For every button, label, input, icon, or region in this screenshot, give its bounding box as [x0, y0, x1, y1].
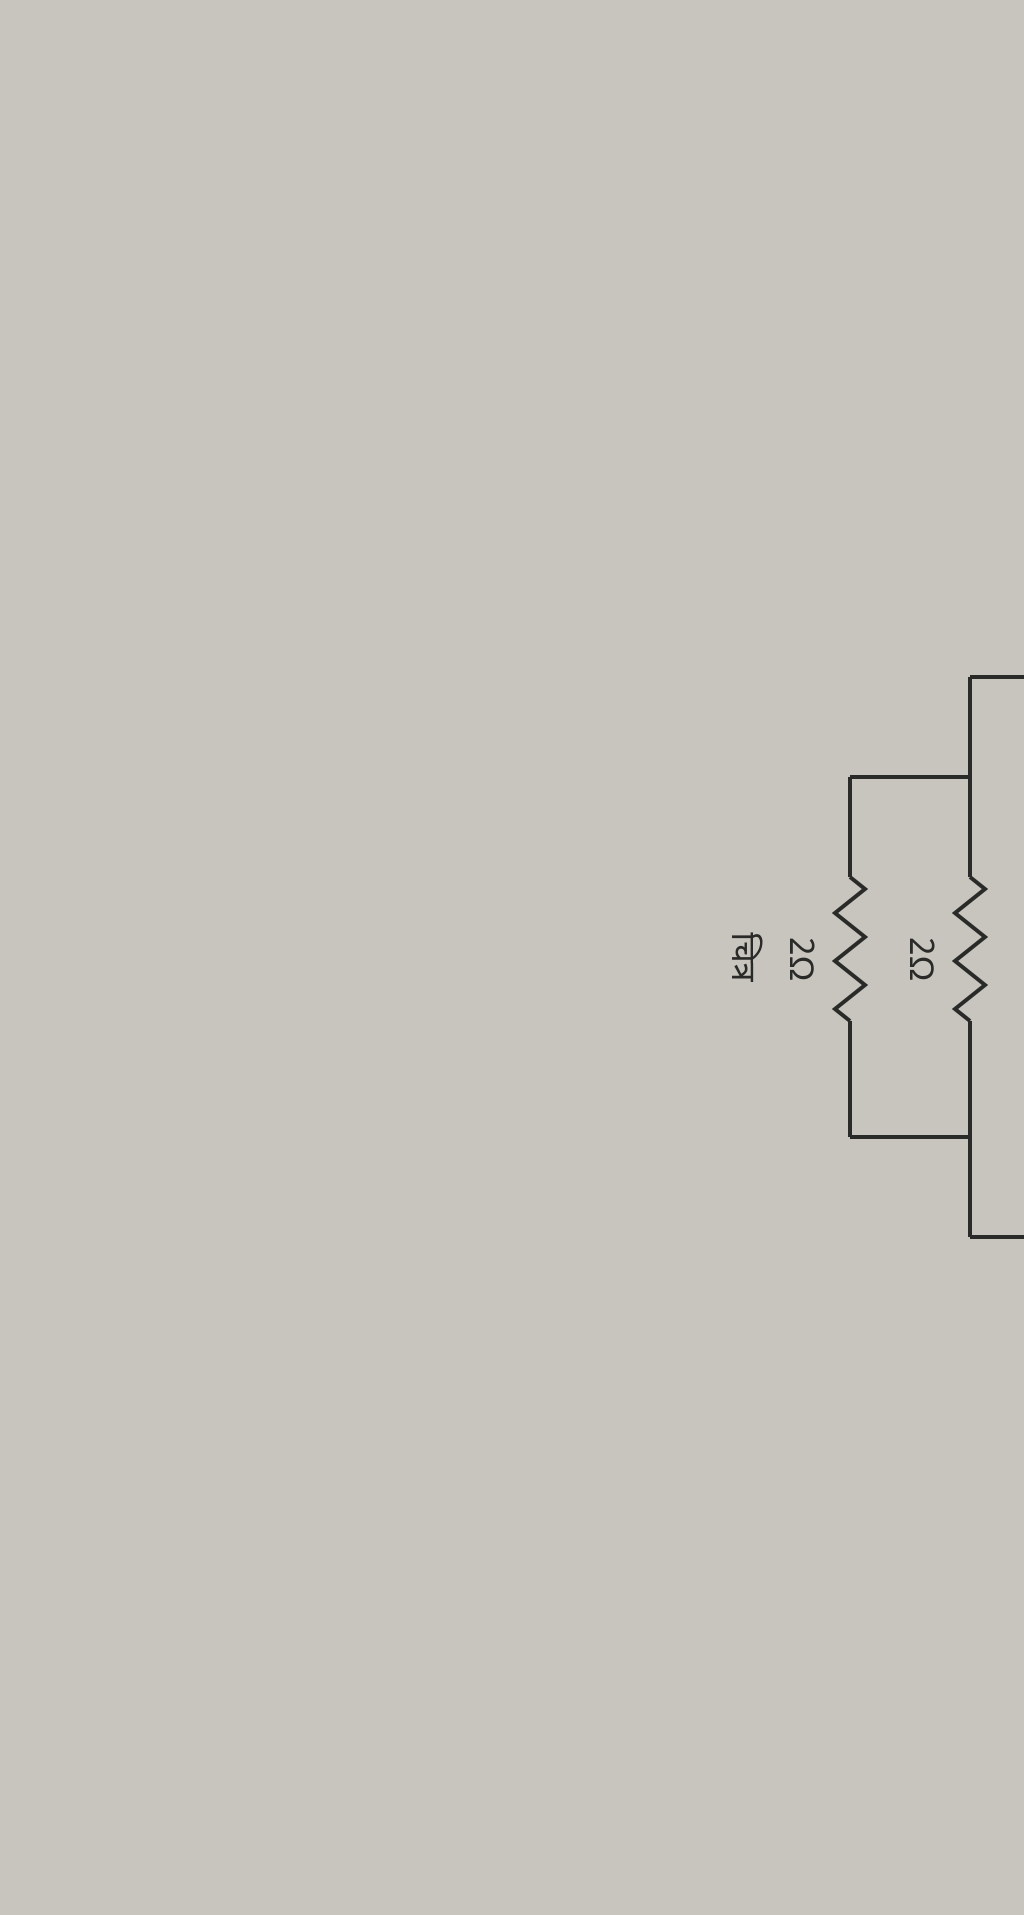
- r2a-label: 2Ω: [896, 937, 940, 981]
- physics-question-page: दिये गये परिपथ के ऐमीटर का पाठ्यांक ज्ञा…: [0, 445, 1024, 1469]
- circuit-diagram: 10 वोल्ट + − 1Ω 3Ω 2Ω 2Ω: [770, 607, 1024, 1307]
- r2b-label: 2Ω: [776, 937, 820, 981]
- figure-caption: चित्र: [718, 932, 762, 981]
